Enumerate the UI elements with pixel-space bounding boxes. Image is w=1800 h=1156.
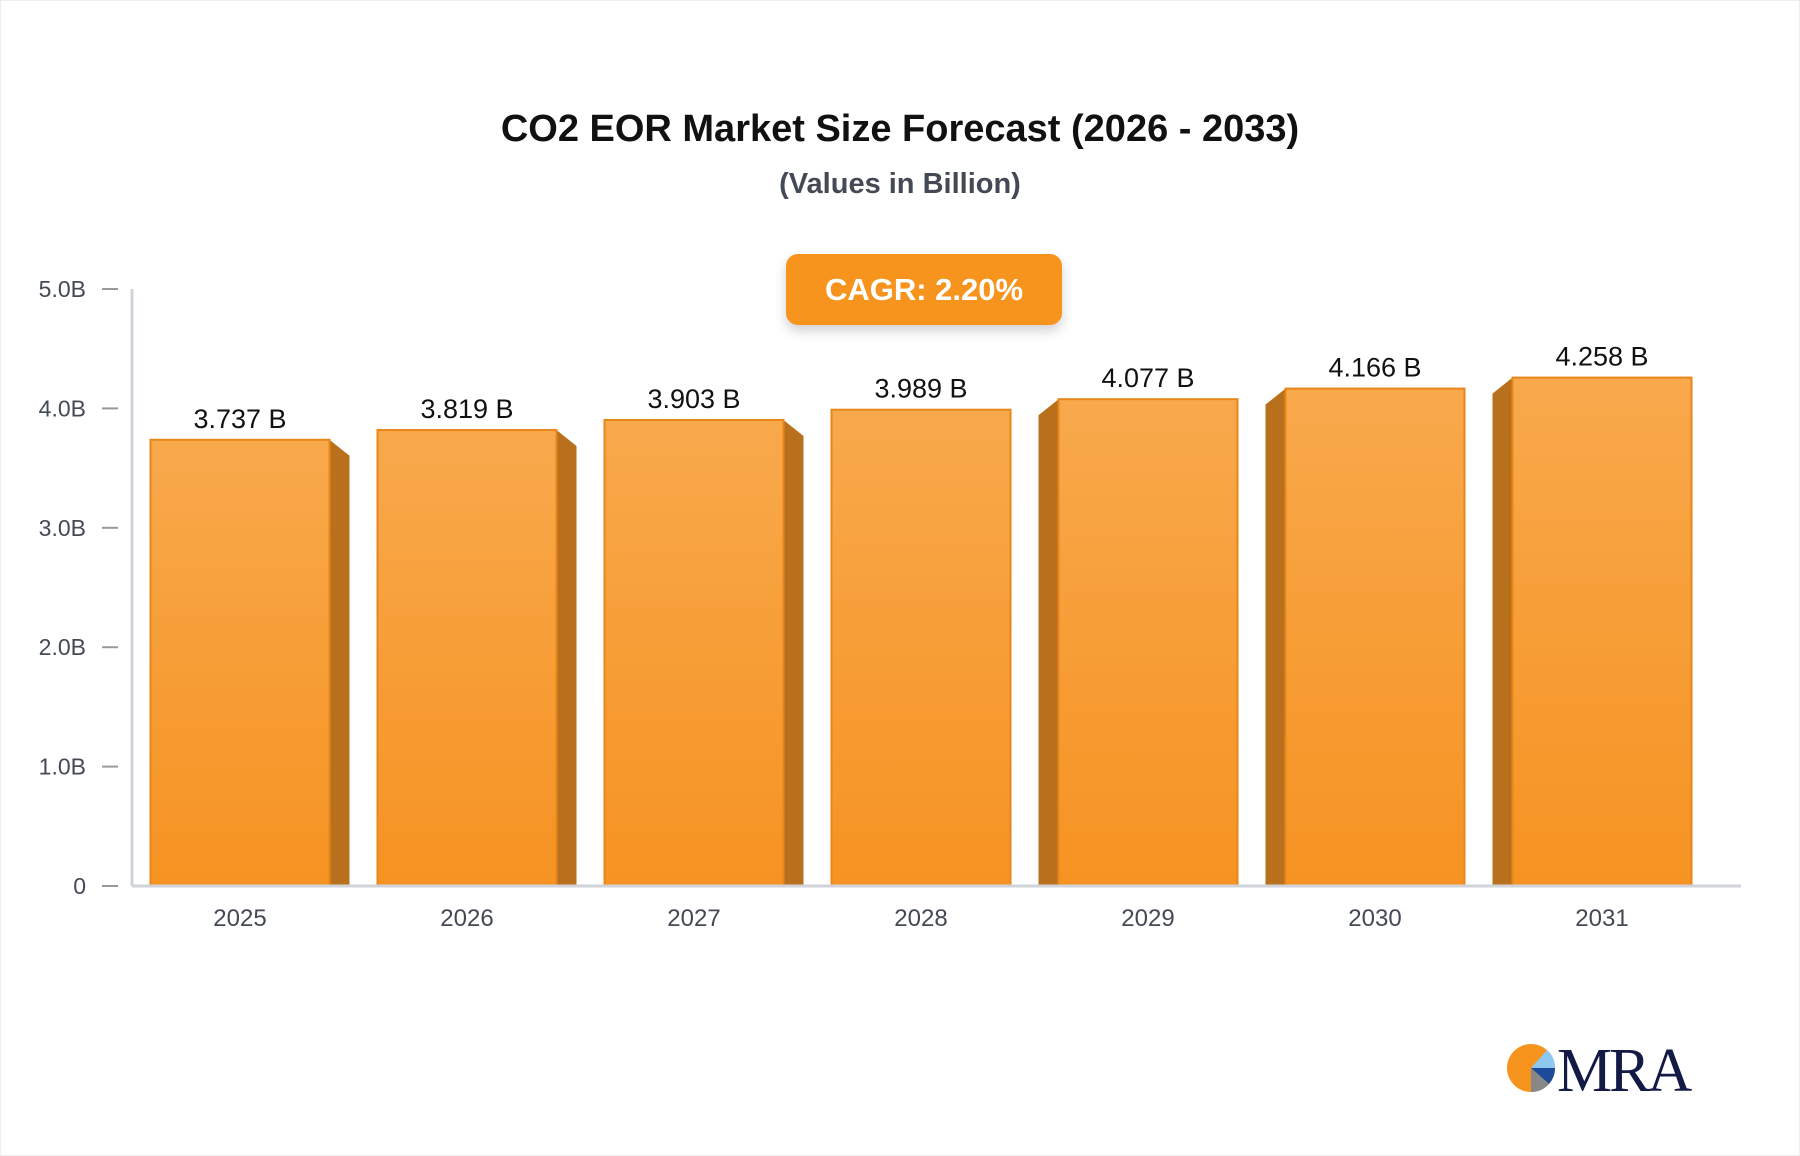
y-tick-label: 5.0B: [39, 276, 86, 302]
data-label: 4.258 B: [1555, 342, 1648, 372]
bar: [1284, 387, 1466, 887]
x-tick-label: 2031: [1575, 905, 1628, 932]
chart-title: CO2 EOR Market Size Forecast (2026 - 203…: [500, 108, 1300, 150]
x-tick-label: 2028: [894, 905, 947, 932]
x-tick-label: 2030: [1348, 905, 1401, 932]
bar: [1057, 398, 1239, 887]
pie-logo-icon: [1507, 1044, 1556, 1093]
bar-side: [783, 419, 804, 886]
data-label: 3.903 B: [647, 384, 740, 414]
x-tick-label: 2025: [213, 905, 266, 932]
bar-side: [556, 430, 577, 886]
data-label: 3.989 B: [874, 374, 967, 404]
bar: [830, 408, 1012, 887]
bar: [376, 429, 558, 887]
x-tick-label: 2026: [440, 905, 493, 932]
bar-side: [1038, 399, 1059, 886]
x-tick-label: 2029: [1121, 905, 1174, 932]
y-tick-label: 1.0B: [39, 754, 86, 780]
data-label: 3.737 B: [193, 404, 286, 434]
x-tick-label: 2027: [667, 905, 720, 932]
bar-side: [1265, 388, 1286, 886]
y-tick-label: 0: [73, 873, 86, 899]
bar: [149, 438, 331, 887]
bar: [603, 418, 785, 887]
data-label: 3.819 B: [420, 394, 513, 424]
logo-text: MRA: [1557, 1037, 1692, 1105]
cagr-badge: CAGR: 2.20%: [786, 254, 1062, 325]
bar-side: [1492, 377, 1513, 886]
data-label: 4.077 B: [1101, 363, 1194, 393]
bar-side: [329, 439, 350, 886]
y-tick-label: 4.0B: [39, 395, 86, 421]
chart-subtitle: (Values in Billion): [779, 168, 1021, 200]
data-label: 4.166 B: [1328, 353, 1421, 383]
y-tick-label: 3.0B: [39, 515, 86, 541]
y-tick-label: 2.0B: [39, 634, 86, 660]
mra-logo: MRA: [1505, 1037, 1705, 1105]
bar: [1511, 376, 1693, 887]
